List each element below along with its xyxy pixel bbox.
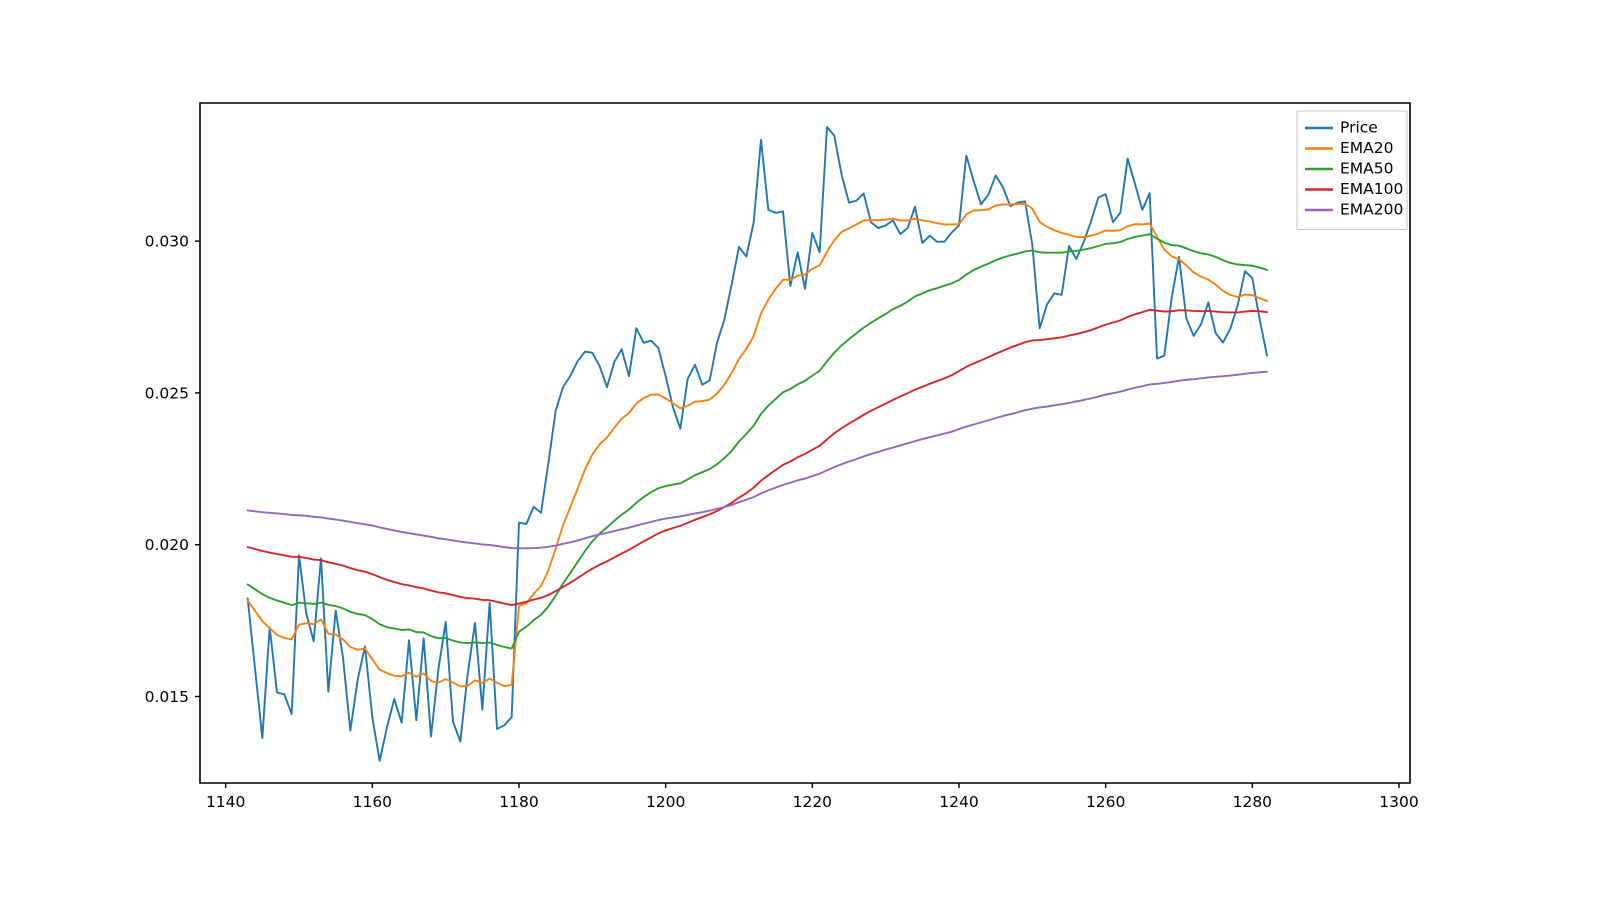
- x-tick-label: 1140: [206, 793, 245, 811]
- x-tick-label: 1160: [353, 793, 392, 811]
- y-tick-label: 0.015: [145, 688, 189, 706]
- series-line-ema50: [246, 233, 1268, 650]
- x-tick-label: 1200: [646, 793, 685, 811]
- series-line-ema100: [246, 308, 1268, 607]
- x-tick-label: 1240: [939, 793, 978, 811]
- x-tick-label: 1260: [1086, 793, 1125, 811]
- legend-label-ema50[interactable]: EMA50: [1340, 160, 1394, 178]
- x-tick-label: 1300: [1379, 793, 1418, 811]
- axes-spines: [199, 102, 1411, 784]
- axes-group: 1140 1160 1180 1200 1220 1240 1260 1280 1300 0.01…: [145, 102, 1419, 811]
- series-group: [246, 126, 1268, 762]
- legend-background: [1296, 110, 1408, 231]
- y-tick-label: 0.025: [145, 384, 189, 402]
- series-line-ema200: [246, 370, 1268, 550]
- legend-label-ema200[interactable]: EMA200: [1340, 201, 1403, 219]
- y-tick-label: 0.030: [145, 233, 189, 251]
- legend-label-ema20[interactable]: EMA20: [1340, 139, 1394, 157]
- legend-label-ema100[interactable]: EMA100: [1340, 180, 1403, 198]
- y-tick-label: 0.020: [145, 536, 189, 554]
- legend-label-price[interactable]: Price: [1340, 119, 1378, 137]
- chart-legend[interactable]: Price EMA20 EMA50 EMA100 EMA200: [1296, 110, 1408, 231]
- x-tick-label: 1220: [793, 793, 832, 811]
- axes-background: [200, 103, 1410, 783]
- x-tick-label: 1280: [1233, 793, 1272, 811]
- x-tick-label: 1180: [499, 793, 538, 811]
- series-line-price: [246, 126, 1268, 762]
- series-line-ema20: [246, 202, 1268, 688]
